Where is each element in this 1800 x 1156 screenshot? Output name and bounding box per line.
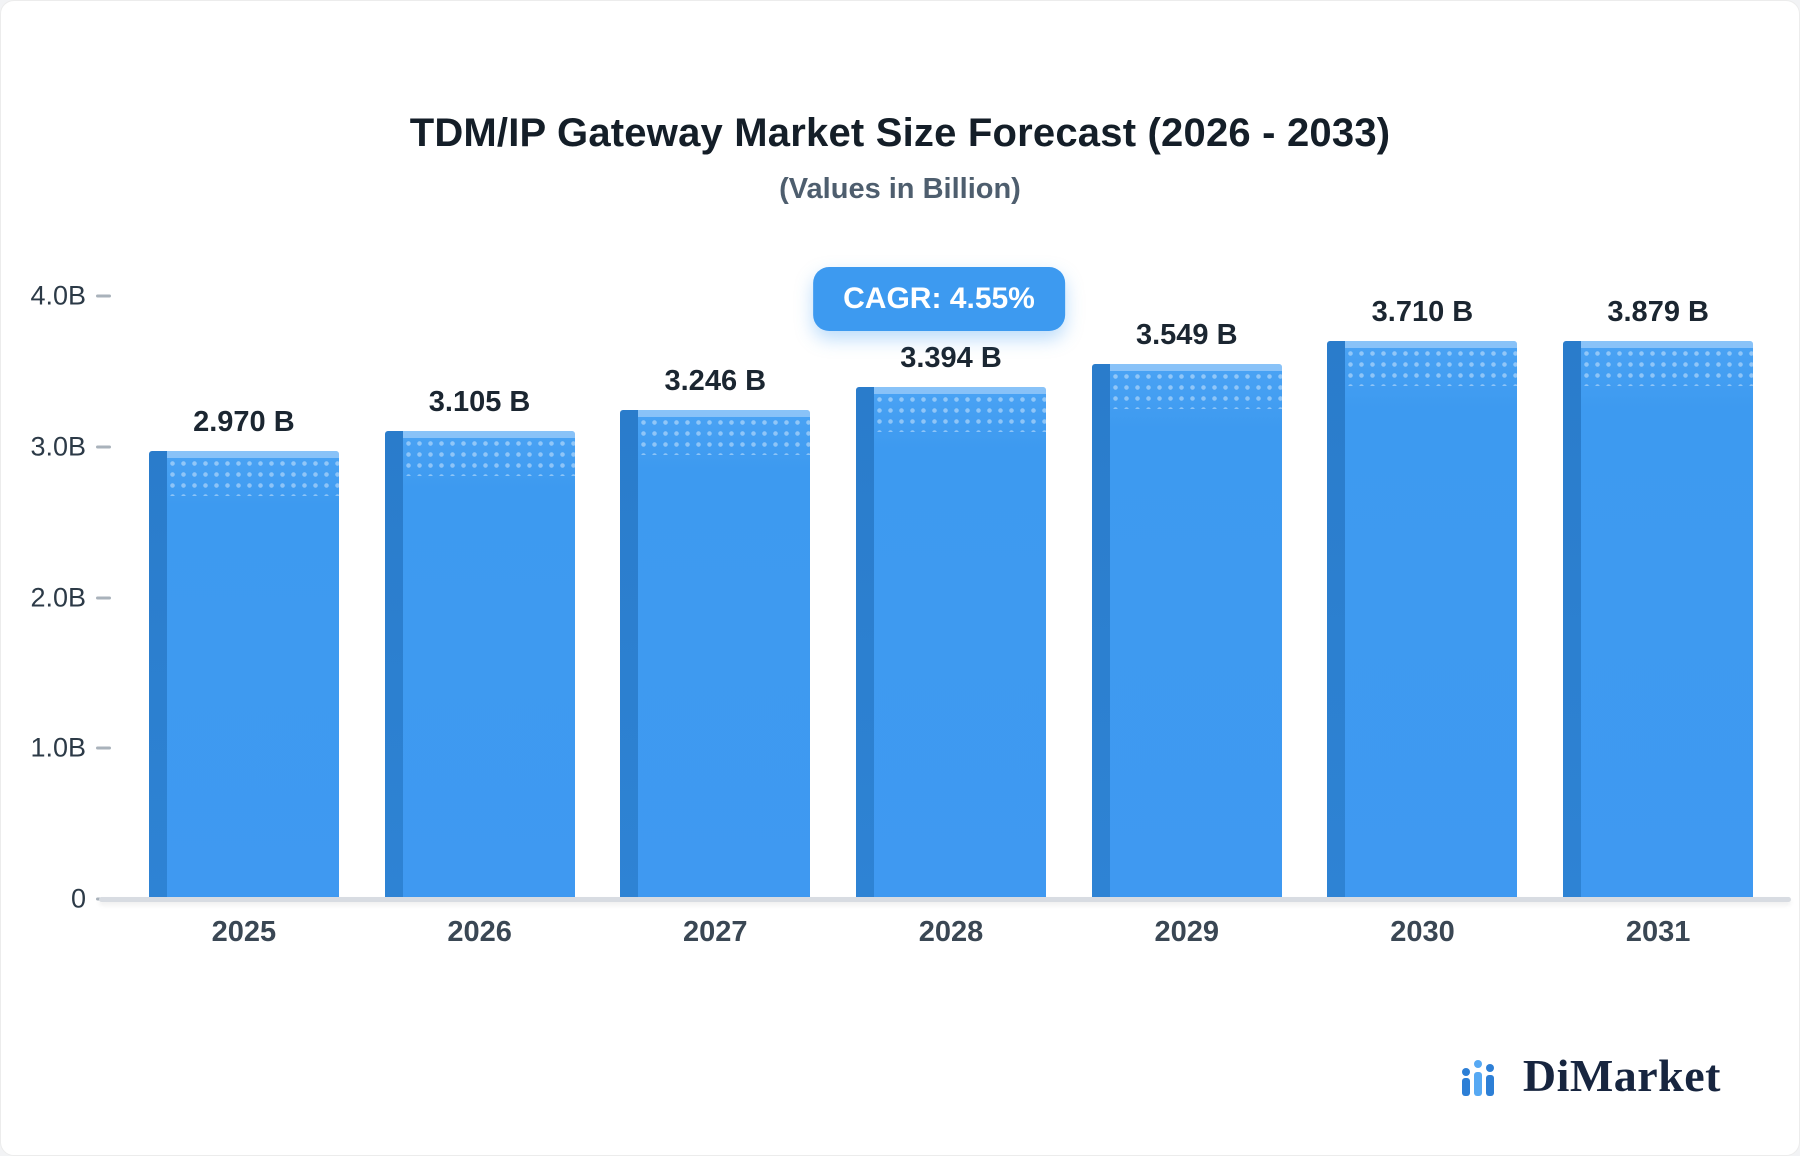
bar-dot-texture [638,416,811,455]
y-tick: 2.0B [30,582,111,613]
bar-3d-edge [384,430,403,899]
bar-value-label: 2.970 B [193,406,295,439]
bar-body [638,409,811,899]
bar-3d-edge [1327,341,1346,899]
bar-3d-edge [620,409,639,899]
x-tick-label: 2025 [211,916,277,948]
bar-dot-texture [874,394,1047,433]
dimarket-logo-icon [1457,1050,1509,1102]
bar-body [1581,341,1754,899]
bar[interactable] [148,451,339,899]
bar-top-highlight [638,409,811,417]
bar-dot-texture [166,458,339,497]
bar-top-highlight [1109,364,1282,371]
bar-3d-edge [148,451,167,899]
bar-group: 3.105 B [362,296,598,899]
bar-3d-edge [856,387,875,899]
bar-body [874,387,1047,899]
chart-title: TDM/IP Gateway Market Size Forecast (202… [409,111,1391,155]
dimarket-logo-text: DiMarket [1522,1050,1721,1101]
bar-top-highlight [166,451,339,459]
y-tick-label: 1.0B [30,732,86,763]
x-tick-label: 2026 [447,916,512,948]
bar-top-highlight [874,387,1047,395]
bar[interactable] [384,430,575,899]
bar-group: 3.394 B [833,296,1069,899]
y-tick: 1.0B [30,733,111,764]
x-tick-label: 2031 [1625,916,1691,948]
bar-body [166,451,339,899]
bar-top-highlight [402,430,575,438]
y-tick-label: 2.0B [30,582,86,612]
bar-group: 3.549 B [1069,296,1305,899]
bar-value-label: 3.105 B [428,385,531,418]
plot-area: 2.970 B 3.105 B 3.246 B 3.394 B 3.549 B 3.710… [126,296,1776,899]
bar[interactable] [1563,341,1754,899]
bar-value-label: 3.879 B [1607,296,1709,328]
bar-dot-texture [402,437,575,476]
bar[interactable] [1327,341,1518,899]
bar-group: 3.246 B [597,296,833,899]
bars-container: 2.970 B 3.105 B 3.246 B 3.394 B 3.549 B 3.710… [126,296,1776,899]
x-axis-labels: 2025 2026 2027 2028 2029 2030 2031 [126,916,1776,949]
bar-group: 2.970 B [126,296,362,899]
bar-value-label: 3.710 B [1371,296,1474,328]
bar[interactable] [856,387,1047,899]
bar[interactable] [1091,364,1282,899]
y-tick-mark [96,445,111,449]
bar-dot-texture [1345,348,1518,386]
bar-dot-texture [1109,371,1282,409]
bar-body [402,430,575,899]
y-tick-label: 4.0B [30,280,86,311]
bar-3d-edge [1563,341,1582,899]
y-tick: 3.0B [30,431,111,462]
dimarket-logo: DiMarket [1457,1049,1721,1102]
bar-value-label: 3.549 B [1135,319,1238,351]
bar-group: 3.710 B [1305,296,1541,899]
y-tick-mark [96,746,111,750]
y-tick-label: 3.0B [30,431,86,462]
bar-value-label: 3.394 B [900,342,1002,375]
y-tick-mark [96,294,111,298]
y-tick: 4.0B [30,281,111,312]
bar-value-label: 3.246 B [664,364,767,397]
x-tick-label: 2030 [1390,916,1455,948]
x-tick-label: 2027 [683,916,748,948]
bar-dot-texture [1581,348,1754,386]
bar-body [1109,364,1282,899]
bar-3d-edge [1091,364,1110,899]
y-tick-label: 0 [70,883,86,914]
y-tick-mark [96,596,111,599]
bar-body [1345,341,1518,899]
bar-group: 3.879 B [1540,296,1776,899]
x-tick-label: 2028 [918,916,984,948]
bar[interactable] [620,409,811,899]
bar-top-highlight [1581,341,1754,348]
bar-top-highlight [1345,341,1518,348]
chart-subtitle: (Values in Billion) [779,173,1021,205]
x-axis-baseline [99,897,1791,902]
y-axis: 0 1.0B 2.0B 3.0B 4.0B [1,281,111,914]
x-tick-label: 2029 [1154,916,1219,948]
cagr-badge: CAGR: 4.55% [813,267,1065,331]
